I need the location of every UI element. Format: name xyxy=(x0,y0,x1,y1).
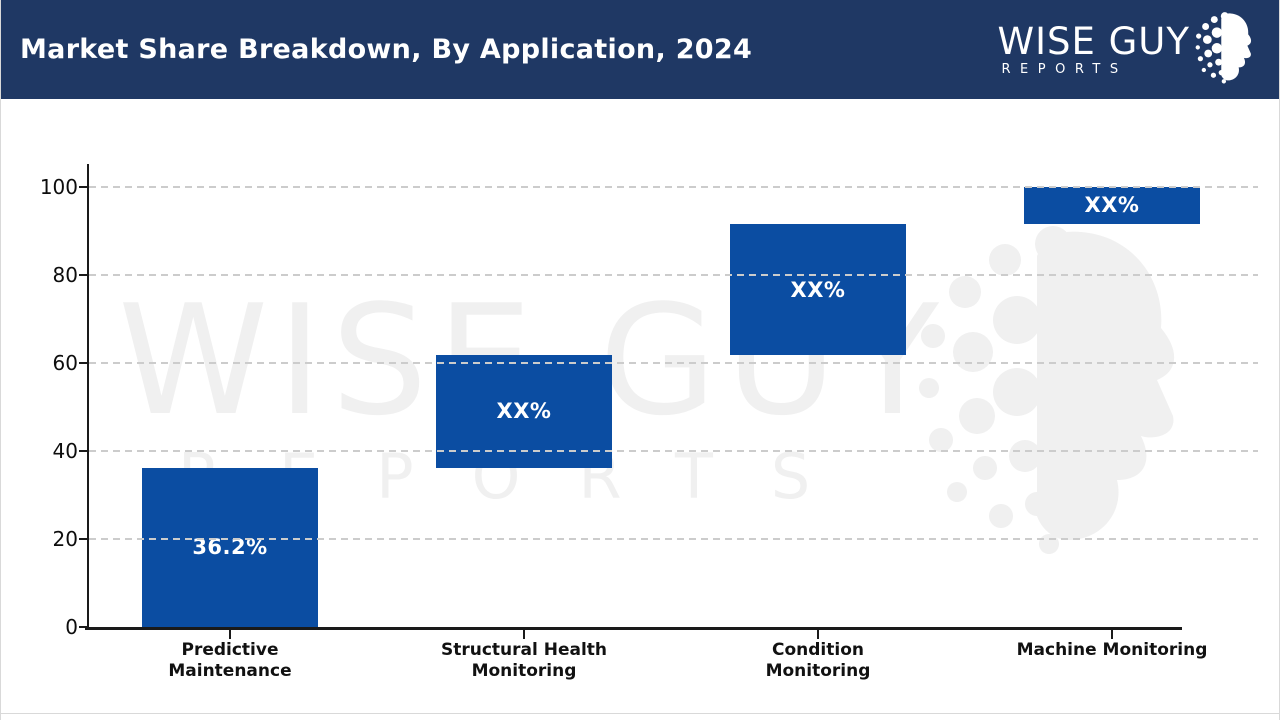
x-category-label-2: Condition Monitoring xyxy=(765,640,871,682)
gridline-100 xyxy=(89,186,1258,188)
logo-text: WISE GUY REPORTS xyxy=(998,23,1190,76)
watermark-head-logo xyxy=(919,226,1175,554)
bar-value-label: XX% xyxy=(790,277,846,302)
bar-0: 36.2% xyxy=(142,467,318,627)
bar-1: XX% xyxy=(436,355,612,468)
bar-3: XX% xyxy=(1024,187,1200,224)
y-tick-label-100: 100 xyxy=(39,175,78,199)
header-bar: Market Share Breakdown, By Application, … xyxy=(0,0,1280,99)
bottom-divider xyxy=(0,713,1280,714)
x-category-label-1: Structural Health Monitoring xyxy=(440,640,608,682)
gridline-80 xyxy=(89,274,1258,276)
chart-title: Market Share Breakdown, By Application, … xyxy=(20,34,753,65)
x-category-label-0: Predictive Maintenance xyxy=(168,640,292,682)
gridline-20 xyxy=(89,538,1258,540)
gridline-40 xyxy=(89,450,1258,452)
y-axis-spine xyxy=(87,164,89,629)
gridline-60 xyxy=(89,362,1258,364)
x-axis-spine xyxy=(85,627,1182,630)
x-category-label-3: Machine Monitoring xyxy=(1016,640,1208,660)
bar-value-label: XX% xyxy=(1084,193,1140,218)
logo-wiseguy-label: WISE GUY xyxy=(997,20,1190,63)
y-tick-label-60: 60 xyxy=(52,351,78,375)
x-tick-1 xyxy=(523,630,525,639)
y-tick-label-20: 20 xyxy=(52,527,78,551)
x-tick-0 xyxy=(229,630,231,639)
y-tick-0 xyxy=(79,626,87,628)
logo-reports-label: REPORTS xyxy=(1001,62,1128,77)
y-tick-label-40: 40 xyxy=(52,439,78,463)
y-tick-label-0: 0 xyxy=(65,615,78,639)
bar-value-label: XX% xyxy=(496,399,552,424)
y-tick-60 xyxy=(79,362,87,364)
y-tick-100 xyxy=(79,186,87,188)
y-tick-20 xyxy=(79,538,87,540)
y-tick-40 xyxy=(79,450,87,452)
bar-2: XX% xyxy=(730,223,906,356)
wise-guy-reports-logo: WISE GUY REPORTS xyxy=(998,10,1254,90)
y-tick-label-80: 80 xyxy=(52,263,78,287)
y-tick-80 xyxy=(79,274,87,276)
x-tick-2 xyxy=(817,630,819,639)
logo-head-icon xyxy=(1195,11,1252,83)
x-tick-3 xyxy=(1111,630,1113,639)
